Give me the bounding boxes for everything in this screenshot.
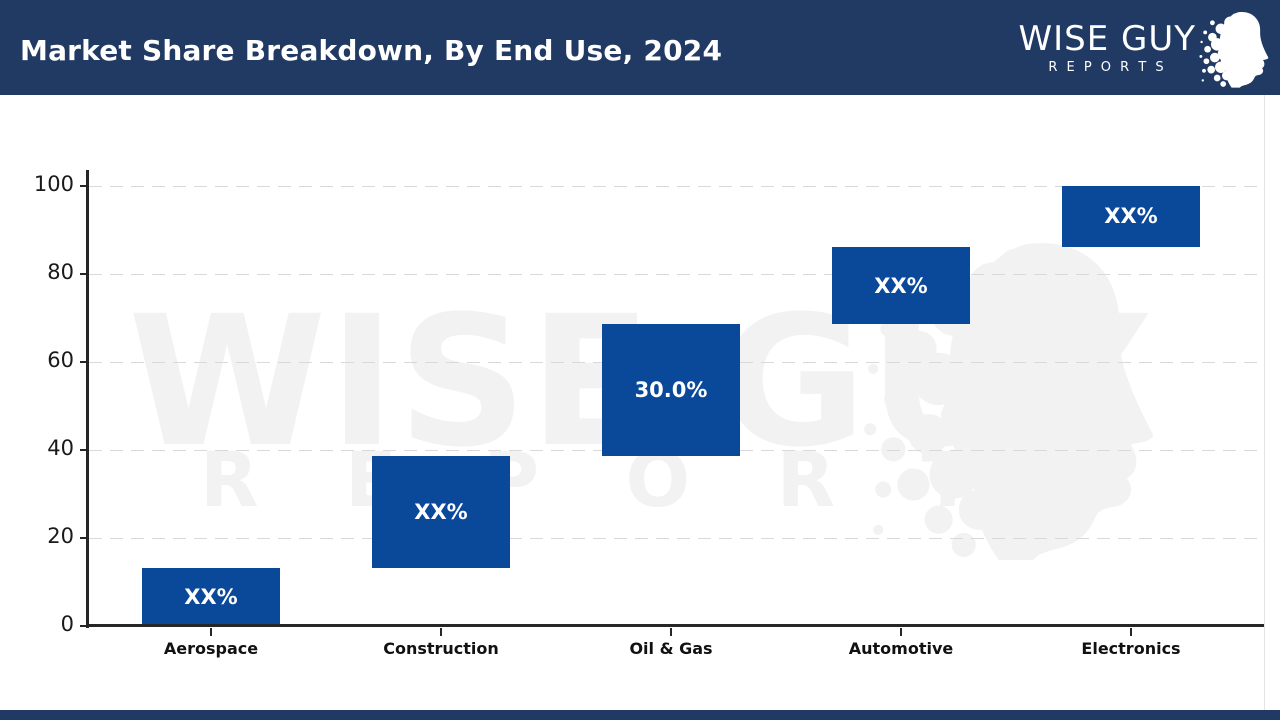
bar-value-label: XX% <box>184 584 238 609</box>
brand-head-icon <box>1198 7 1270 89</box>
chart-edge-divider <box>1264 95 1265 710</box>
brand-name: WISE GUY <box>1018 19 1196 60</box>
y-axis-tick <box>80 272 88 275</box>
y-axis-tick <box>80 360 88 363</box>
page-title: Market Share Breakdown, By End Use, 2024 <box>20 34 723 67</box>
x-axis-line <box>86 624 1264 627</box>
grid-line <box>89 273 1264 275</box>
x-tick-label: Automotive <box>848 639 954 658</box>
x-tick-label: Construction <box>383 639 499 658</box>
bar-oil-gas: 30.0% <box>602 324 740 457</box>
x-axis-tick <box>1130 627 1132 636</box>
y-tick-label: 0 <box>60 611 74 636</box>
bar-value-label: XX% <box>874 273 928 298</box>
bar-value-label: XX% <box>414 500 468 525</box>
brand-logo: WISE GUY R E P O R T S <box>1018 5 1270 91</box>
y-axis-tick <box>80 536 88 539</box>
bar-construction: XX% <box>372 456 510 569</box>
y-axis-line <box>86 170 89 628</box>
y-tick-label: 20 <box>47 523 74 548</box>
grid-line <box>89 185 1264 187</box>
footer-bar <box>0 710 1280 720</box>
bar-aerospace: XX% <box>142 568 280 626</box>
x-axis-tick <box>900 627 902 636</box>
x-tick-label: Oil & Gas <box>629 639 713 658</box>
grid-line <box>89 537 1264 539</box>
y-axis-tick <box>80 184 88 187</box>
y-tick-label: 100 <box>33 171 74 196</box>
x-tick-label: Aerospace <box>163 639 259 658</box>
y-axis-tick <box>80 624 88 627</box>
y-axis-tick <box>80 448 88 451</box>
x-axis-tick <box>210 627 212 636</box>
header-bar: Market Share Breakdown, By End Use, 2024… <box>0 0 1280 95</box>
x-axis-tick <box>670 627 672 636</box>
y-tick-label: 60 <box>47 347 74 372</box>
brand-logo-text: WISE GUY R E P O R T S <box>1018 19 1196 75</box>
y-tick-label: 80 <box>47 259 74 284</box>
bar-automotive: XX% <box>832 247 970 325</box>
x-tick-label: Electronics <box>1081 639 1181 658</box>
x-axis-tick <box>440 627 442 636</box>
brand-tagline: R E P O R T S <box>1048 59 1167 75</box>
bar-electronics: XX% <box>1062 185 1200 248</box>
bar-value-label: 30.0% <box>634 378 708 403</box>
y-tick-label: 40 <box>47 435 74 460</box>
bar-value-label: XX% <box>1104 204 1158 229</box>
